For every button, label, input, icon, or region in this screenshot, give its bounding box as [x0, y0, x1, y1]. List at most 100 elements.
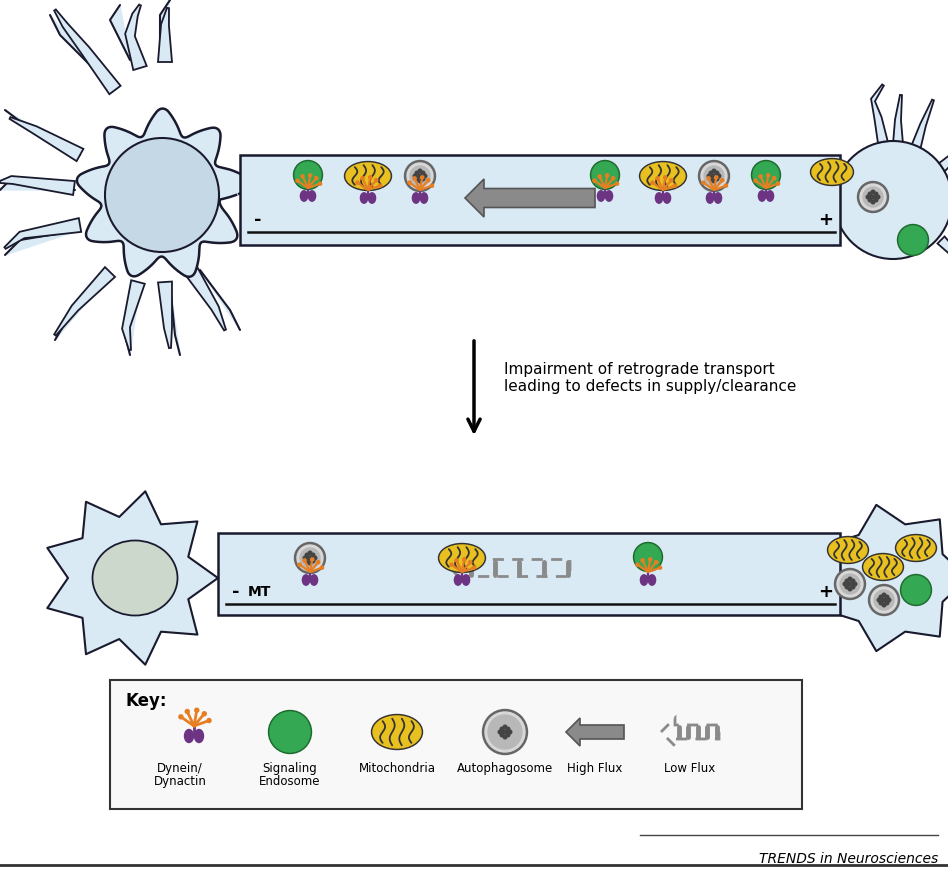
Circle shape — [709, 177, 713, 181]
Circle shape — [851, 585, 855, 589]
Circle shape — [899, 226, 927, 254]
Circle shape — [503, 736, 507, 739]
Ellipse shape — [185, 729, 193, 743]
Circle shape — [592, 162, 618, 188]
Circle shape — [311, 553, 315, 557]
Circle shape — [295, 542, 325, 573]
Circle shape — [715, 176, 718, 179]
Circle shape — [655, 561, 658, 564]
Circle shape — [501, 727, 503, 731]
Circle shape — [867, 195, 871, 198]
Ellipse shape — [346, 163, 390, 189]
Text: TRENDS in Neurosciences: TRENDS in Neurosciences — [758, 852, 938, 866]
Circle shape — [635, 544, 661, 570]
Circle shape — [659, 566, 662, 569]
Circle shape — [648, 557, 652, 561]
Circle shape — [606, 174, 609, 177]
Polygon shape — [0, 176, 75, 195]
Circle shape — [837, 571, 863, 597]
Circle shape — [753, 162, 779, 188]
Circle shape — [499, 730, 501, 734]
Ellipse shape — [811, 159, 853, 185]
Polygon shape — [9, 117, 83, 161]
Ellipse shape — [439, 543, 485, 572]
Circle shape — [879, 595, 883, 599]
Circle shape — [356, 181, 359, 184]
FancyBboxPatch shape — [110, 680, 802, 809]
Circle shape — [883, 598, 885, 602]
Ellipse shape — [829, 538, 867, 562]
Circle shape — [871, 200, 875, 204]
Circle shape — [270, 712, 310, 752]
Circle shape — [305, 553, 309, 557]
Circle shape — [374, 178, 378, 182]
Ellipse shape — [664, 193, 670, 203]
Ellipse shape — [310, 575, 318, 585]
Polygon shape — [893, 95, 903, 144]
Polygon shape — [54, 267, 115, 335]
Polygon shape — [54, 10, 120, 94]
Bar — [218, 533, 840, 615]
Circle shape — [427, 178, 429, 182]
Ellipse shape — [648, 575, 656, 585]
Text: -: - — [232, 583, 240, 601]
Ellipse shape — [412, 193, 420, 203]
Ellipse shape — [864, 555, 902, 579]
Circle shape — [472, 566, 476, 569]
Circle shape — [294, 161, 322, 190]
Circle shape — [848, 587, 852, 591]
Circle shape — [656, 176, 659, 180]
Circle shape — [421, 177, 425, 181]
Circle shape — [418, 169, 422, 173]
Ellipse shape — [863, 554, 903, 580]
Ellipse shape — [94, 542, 176, 614]
Circle shape — [776, 182, 779, 185]
Circle shape — [834, 569, 866, 600]
Circle shape — [852, 582, 856, 586]
Circle shape — [752, 161, 780, 190]
Text: Dynein/: Dynein/ — [157, 762, 203, 775]
Text: High Flux: High Flux — [567, 762, 623, 775]
Circle shape — [858, 182, 888, 213]
Circle shape — [592, 179, 596, 183]
Circle shape — [450, 563, 453, 566]
Circle shape — [301, 175, 304, 178]
Circle shape — [508, 730, 512, 734]
Circle shape — [651, 181, 654, 184]
Circle shape — [871, 587, 897, 613]
Circle shape — [300, 548, 320, 568]
Text: Dynactin: Dynactin — [154, 775, 207, 788]
Polygon shape — [110, 5, 130, 60]
Circle shape — [308, 557, 312, 560]
Ellipse shape — [372, 714, 423, 750]
Circle shape — [883, 603, 885, 607]
Circle shape — [633, 542, 663, 572]
Circle shape — [871, 191, 875, 194]
Circle shape — [591, 161, 619, 190]
Circle shape — [297, 545, 323, 571]
Circle shape — [311, 557, 314, 561]
Circle shape — [407, 163, 433, 189]
Circle shape — [877, 598, 881, 602]
Polygon shape — [158, 8, 172, 62]
Circle shape — [308, 551, 312, 555]
Circle shape — [295, 162, 321, 188]
Polygon shape — [0, 180, 75, 190]
Circle shape — [305, 559, 309, 563]
Circle shape — [701, 163, 727, 189]
Polygon shape — [871, 85, 888, 144]
Circle shape — [421, 171, 425, 175]
Circle shape — [715, 171, 719, 175]
Ellipse shape — [194, 729, 204, 743]
Polygon shape — [158, 281, 172, 348]
Ellipse shape — [463, 575, 469, 585]
Circle shape — [664, 176, 666, 179]
Circle shape — [851, 579, 855, 583]
Circle shape — [202, 712, 207, 716]
Circle shape — [423, 175, 427, 178]
Ellipse shape — [597, 191, 605, 201]
Circle shape — [898, 225, 928, 256]
Circle shape — [414, 175, 418, 178]
Circle shape — [408, 181, 411, 184]
Circle shape — [194, 708, 199, 713]
